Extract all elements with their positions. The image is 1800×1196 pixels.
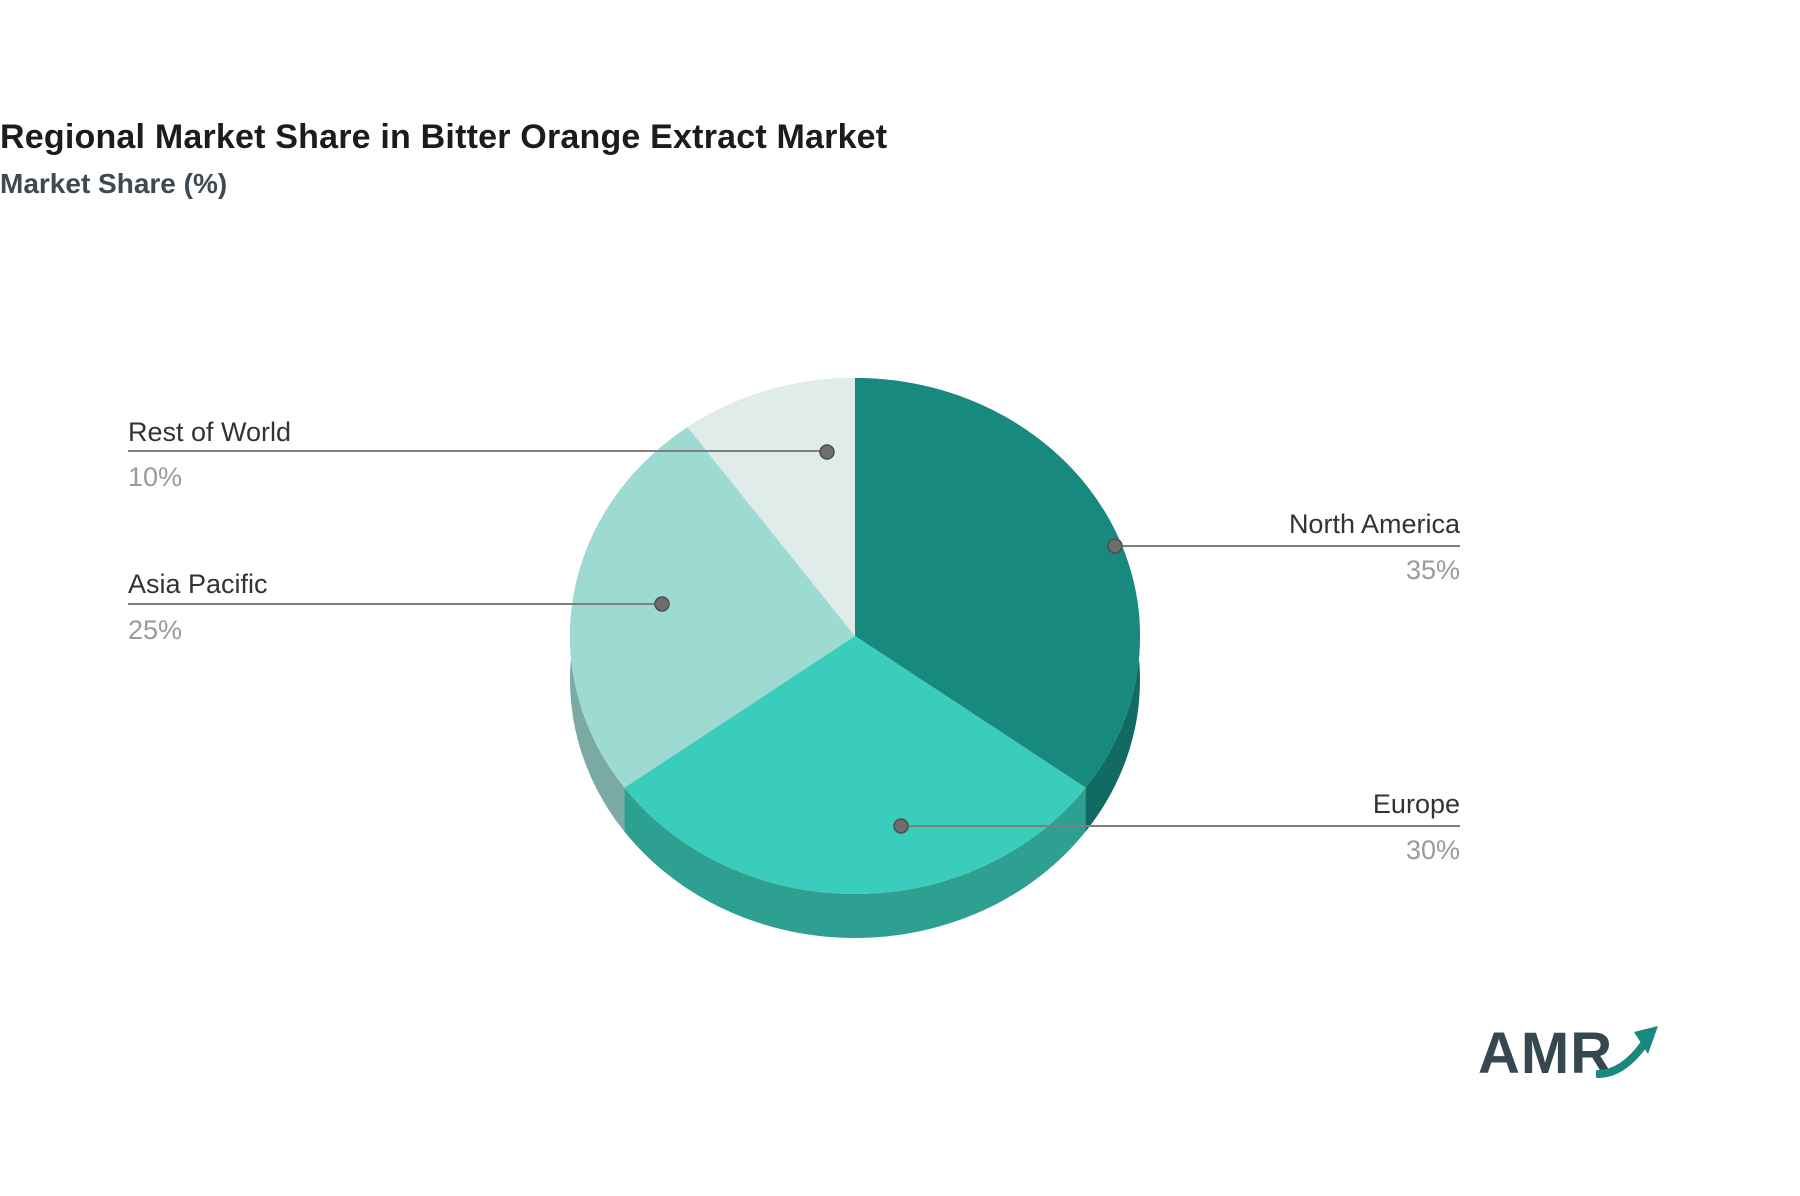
leader-dot-asia-pacific xyxy=(654,596,670,612)
pie-slice-asia-pacific[interactable] xyxy=(570,427,855,788)
callout-rest-of-world: Rest of World 10% xyxy=(128,417,835,492)
leader-dot-rest-of-world xyxy=(819,444,835,460)
callout-value-rest-of-world: 10% xyxy=(128,462,182,492)
pie-slices-group xyxy=(570,378,1140,939)
callout-north-america: North America 35% xyxy=(1107,509,1461,585)
callout-label-europe: Europe xyxy=(1373,789,1460,819)
pie-slice-side-europe[interactable] xyxy=(624,787,1086,939)
callout-value-europe: 30% xyxy=(1406,835,1460,865)
callout-label-rest-of-world: Rest of World xyxy=(128,417,291,447)
callout-asia-pacific: Asia Pacific 25% xyxy=(128,569,670,645)
callout-value-asia-pacific: 25% xyxy=(128,615,182,645)
chart-subtitle: Market Share (%) xyxy=(0,168,228,199)
pie-slice-rest-of-world[interactable] xyxy=(687,378,855,636)
callout-value-north-america: 35% xyxy=(1406,555,1460,585)
callout-label-north-america: North America xyxy=(1289,509,1461,539)
leader-dot-north-america xyxy=(1107,538,1123,554)
chart-title: Regional Market Share in Bitter Orange E… xyxy=(0,118,888,156)
callout-label-asia-pacific: Asia Pacific xyxy=(128,569,268,599)
amr-logo-arrow-icon xyxy=(1596,1026,1658,1078)
pie-slice-north-america[interactable] xyxy=(855,378,1140,788)
amr-logo-text: AMR xyxy=(1478,1021,1614,1086)
pie-slice-europe[interactable] xyxy=(624,636,1086,895)
amr-logo: AMR xyxy=(1478,1020,1708,1110)
leader-dot-europe xyxy=(893,818,909,834)
callout-europe: Europe 30% xyxy=(893,789,1460,865)
